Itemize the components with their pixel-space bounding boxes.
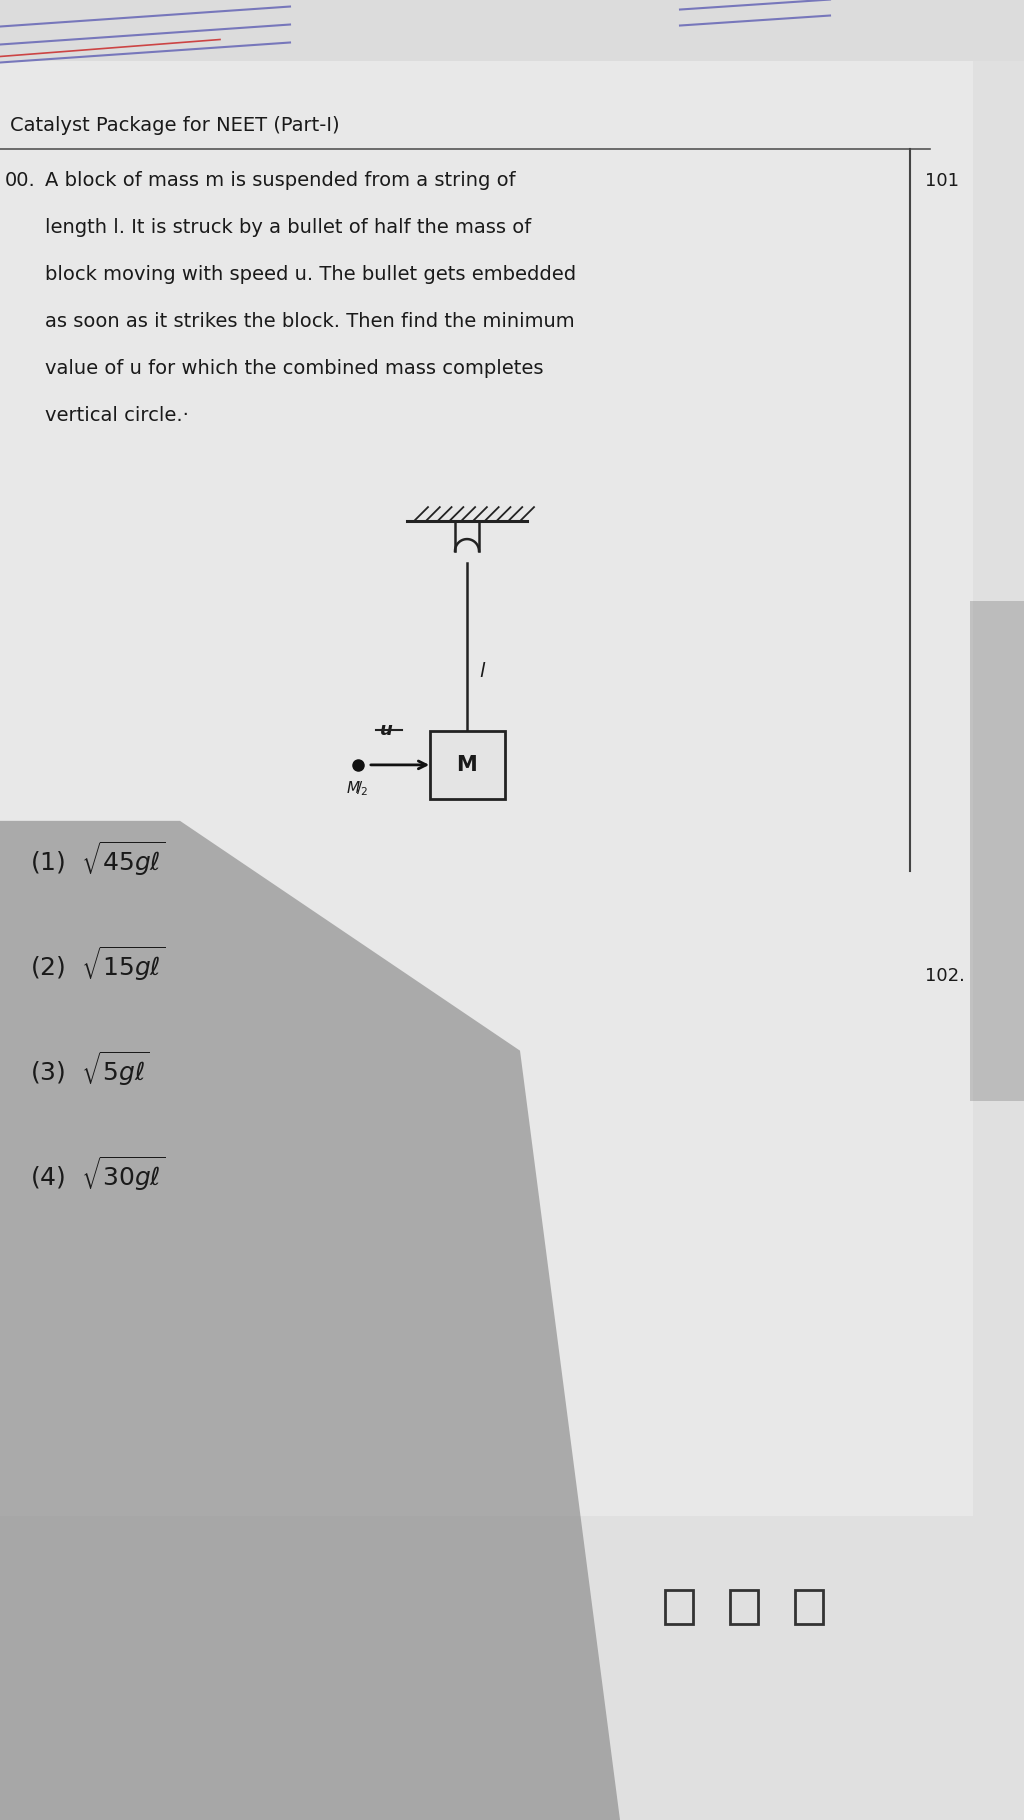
Bar (430, 732, 505, 799)
Text: length l. It is struck by a bullet of half the mass of: length l. It is struck by a bullet of ha… (45, 218, 531, 237)
Bar (0, 62, 973, 1516)
Text: Catalyst Package for NEET (Part-I): Catalyst Package for NEET (Part-I) (10, 116, 340, 135)
Bar (970, 601, 1024, 1101)
Text: l: l (479, 662, 484, 681)
Text: (3)  $\sqrt{5g\ell}$: (3) $\sqrt{5g\ell}$ (30, 1048, 150, 1088)
Text: u: u (380, 721, 393, 739)
Text: $M\!/_{\!2}$: $M\!/_{\!2}$ (346, 779, 368, 797)
Text: (2)  $\sqrt{15g\ell}$: (2) $\sqrt{15g\ell}$ (30, 945, 166, 983)
Text: block moving with speed u. The bullet gets embedded: block moving with speed u. The bullet ge… (45, 266, 577, 284)
Text: 00.: 00. (5, 171, 36, 191)
Text: (1)  $\sqrt{45g\ell}$: (1) $\sqrt{45g\ell}$ (30, 839, 166, 877)
Text: vertical circle.·: vertical circle.· (45, 406, 188, 426)
Polygon shape (0, 821, 620, 1820)
Text: A block of mass m is suspended from a string of: A block of mass m is suspended from a st… (45, 171, 516, 191)
Text: 102.: 102. (925, 966, 965, 985)
Bar (795, 1591, 823, 1623)
Text: 101: 101 (925, 173, 959, 191)
Text: value of u for which the combined mass completes: value of u for which the combined mass c… (45, 359, 544, 379)
Text: M: M (457, 755, 477, 775)
Bar (730, 1591, 758, 1623)
Text: (4)  $\sqrt{30g\ell}$: (4) $\sqrt{30g\ell}$ (30, 1154, 166, 1192)
Bar (665, 1591, 693, 1623)
Text: as soon as it strikes the block. Then find the minimum: as soon as it strikes the block. Then fi… (45, 313, 574, 331)
